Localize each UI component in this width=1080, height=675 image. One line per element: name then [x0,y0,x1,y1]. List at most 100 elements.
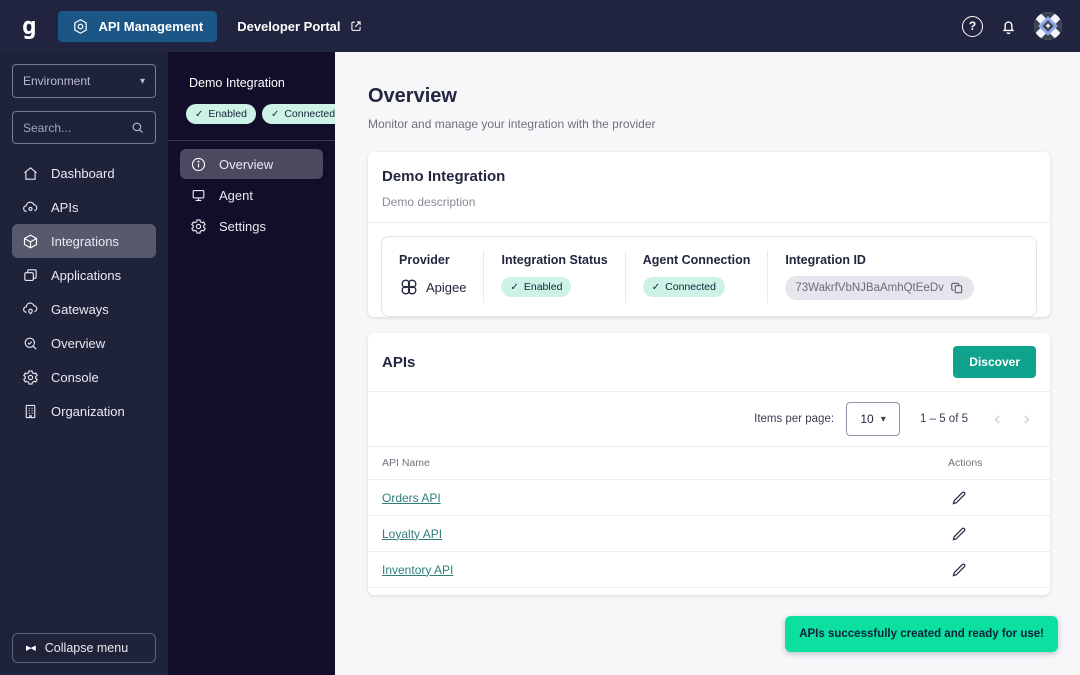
integration-tab-agent[interactable]: Agent [180,180,323,210]
windows-icon [22,267,39,284]
chevron-right-icon[interactable] [1017,410,1036,429]
chevron-down-icon: ▾ [880,413,886,425]
sidebar-item-apis[interactable]: APIs [12,190,156,224]
integration-info-box: Provider Apigee Integration Status ✓ Ena… [381,236,1037,317]
status-badge: ✓ Enabled [501,277,572,297]
cloud-pin-icon [22,301,39,318]
building-icon [22,403,39,420]
table-row: Inventory API [368,552,1050,588]
chevron-left-icon[interactable] [988,410,1007,429]
api-link-loyalty[interactable]: Loyalty API [382,526,443,541]
cube-icon [22,233,39,250]
check-icon: ✓ [270,108,280,120]
apis-card: APIs Discover Items per page: 10 ▾ 1 – 5… [368,333,1050,595]
table-row: Orders API [368,480,1050,516]
integration-status-label: Integration Status [501,253,608,267]
items-per-page-label: Items per page: [754,413,835,425]
integration-tab-overview[interactable]: Overview [180,149,323,179]
sidebar-item-label: Applications [51,267,122,283]
sidebar-item-console[interactable]: Console [12,360,156,394]
connected-badge: ✓ Connected [261,104,345,124]
agent-column: Agent Connection ✓ Connected [624,250,768,303]
pagination-range: 1 – 5 of 5 [920,413,968,425]
items-per-page-select[interactable]: 10 ▾ [846,402,901,436]
apigee-logo-icon [399,277,419,297]
sidebar-item-overview[interactable]: Overview [12,326,156,360]
api-link-inventory[interactable]: Inventory API [382,562,454,577]
sidebar-item-organization[interactable]: Organization [12,394,156,428]
table-header: API Name Actions [368,446,1050,480]
help-icon[interactable]: ? [962,15,983,37]
sidebar-item-label: Organization [51,403,125,419]
api-management-label: API Management [98,18,204,34]
sparkle-icon: ✦ [1044,20,1052,31]
copy-icon[interactable] [950,281,964,295]
items-per-page-value: 10 [860,412,874,426]
topbar: g API Management Developer Portal ? [0,0,1080,52]
gear-icon [190,218,207,235]
sidebar-item-label: Console [51,369,99,385]
primary-sidebar: Environment ▾ Dashboard APIs [0,52,168,675]
integration-tab-label: Overview [219,156,274,172]
pagination-bar: Items per page: 10 ▾ 1 – 5 of 5 [368,392,1050,446]
monitor-icon [190,187,207,204]
search-check-icon [22,335,39,352]
divider [168,140,335,141]
divider [368,391,1050,392]
gear-icon [22,369,39,386]
external-link-icon [349,19,363,33]
collapse-menu-button[interactable]: ▶◀ Collapse menu [12,633,156,663]
discover-button[interactable]: Discover [953,346,1036,378]
check-icon: ✓ [651,281,661,293]
page-title: Overview [368,85,457,107]
collapse-icon: ▶◀ [26,645,36,652]
provider-column: Provider Apigee [382,250,483,303]
main-content: Overview Monitor and manage your integra… [335,52,1080,675]
sidebar-item-applications[interactable]: Applications [12,258,156,292]
success-toast: APIs successfully created and ready for … [785,616,1058,652]
edit-pencil-icon[interactable] [950,561,968,579]
integration-card-description: Demo description [382,195,476,209]
edit-pencil-icon[interactable] [950,525,968,543]
environment-select-label: Environment [23,74,91,88]
agent-status-badge: ✓ Connected [642,277,725,297]
column-api-name: API Name [382,457,430,469]
integration-id-label: Integration ID [785,253,866,267]
home-icon [22,165,39,182]
notifications-bell-icon[interactable] [999,17,1018,36]
api-link-orders[interactable]: Orders API [382,490,441,505]
apis-card-title: APIs [382,353,416,371]
sidebar-item-integrations[interactable]: Integrations [12,224,156,258]
integration-id-value: 73WakrfVbNJBaAmhQtEeDv [795,282,944,294]
integration-id-column: Integration ID 73WakrfVbNJBaAmhQtEeDv [767,250,990,303]
check-icon: ✓ [195,108,204,120]
gravitee-logo[interactable]: g [22,12,37,40]
edit-pencil-icon[interactable] [950,489,968,507]
column-actions: Actions [948,457,983,469]
sidebar-item-label: APIs [51,199,79,215]
environment-select[interactable]: Environment ▾ [12,64,156,98]
sidebar-item-dashboard[interactable]: Dashboard [12,156,156,190]
chevron-down-icon: ▾ [139,75,145,87]
developer-portal-label: Developer Portal [237,18,341,34]
sidebar-nav: Dashboard APIs Integrations Applications… [12,156,156,428]
developer-portal-button[interactable]: Developer Portal [223,11,376,42]
search-input[interactable] [23,120,130,135]
search-icon [130,120,145,135]
sidebar-item-label: Dashboard [51,165,115,181]
sidebar-item-label: Overview [51,335,106,351]
sidebar-search [12,111,156,144]
avatar[interactable]: ✦ [1034,12,1062,40]
integration-sidebar: Demo Integration ✓ Enabled ✓ Connected O… [168,52,345,675]
integration-tab-settings[interactable]: Settings [180,211,323,241]
integration-card: Demo Integration Demo description Provid… [368,152,1050,317]
info-icon [190,156,207,173]
sidebar-item-gateways[interactable]: Gateways [12,292,156,326]
integration-tab-label: Agent [219,187,253,203]
divider [368,222,1050,223]
cloud-gear-icon [22,199,39,216]
integration-tab-label: Settings [219,218,266,234]
page-subtitle: Monitor and manage your integration with… [368,117,656,131]
api-management-button[interactable]: API Management [58,10,218,42]
